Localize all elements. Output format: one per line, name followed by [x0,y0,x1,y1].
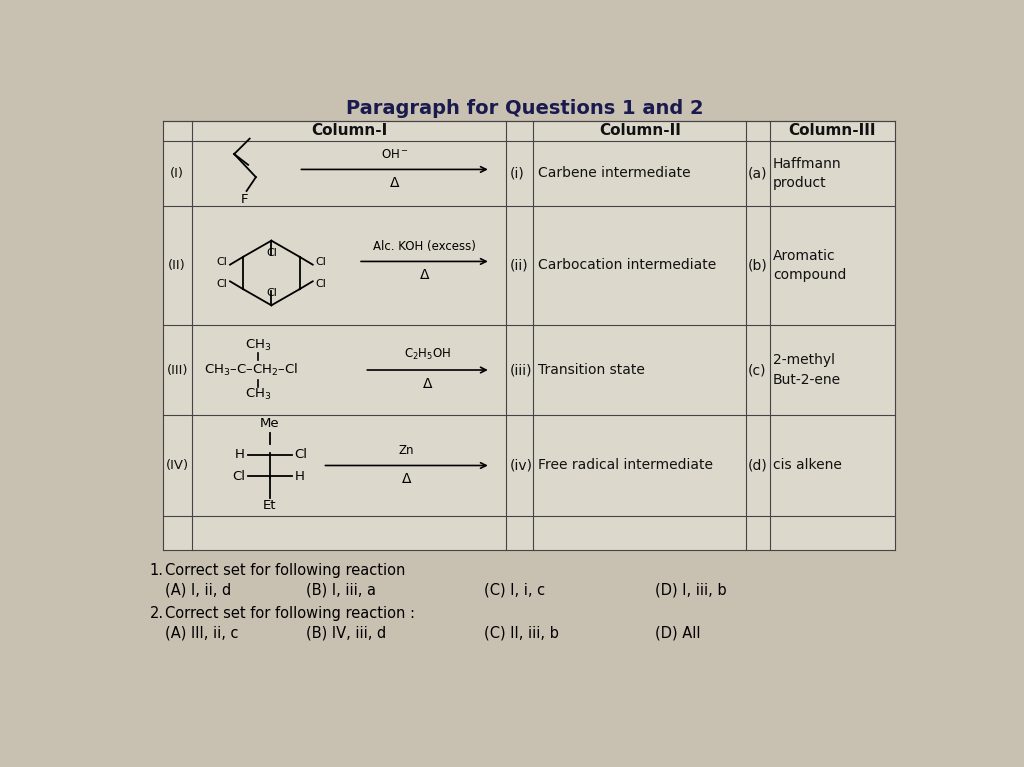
Text: cis alkene: cis alkene [773,459,842,472]
Text: CH$_3$–C–CH$_2$–Cl: CH$_3$–C–CH$_2$–Cl [204,362,298,378]
Text: Cl: Cl [266,248,276,258]
Text: Me: Me [260,417,280,430]
Text: OH$^-$: OH$^-$ [381,148,409,161]
Text: (III): (III) [167,364,188,377]
Text: Correct set for following reaction: Correct set for following reaction [165,563,406,578]
Text: (D) All: (D) All [655,626,700,640]
Text: Δ: Δ [423,377,432,391]
Text: (C) II, iii, b: (C) II, iii, b [484,626,559,640]
Text: C$_2$H$_5$OH: C$_2$H$_5$OH [403,347,452,361]
Text: Paragraph for Questions 1 and 2: Paragraph for Questions 1 and 2 [346,100,703,118]
Text: Free radical intermediate: Free radical intermediate [538,459,713,472]
Text: (d): (d) [748,459,768,472]
Text: Alc. KOH (excess): Alc. KOH (excess) [373,240,476,253]
Text: (i): (i) [509,166,524,180]
Text: Cl: Cl [217,258,227,268]
Text: Δ: Δ [401,472,412,486]
Text: (ii): (ii) [509,258,528,272]
Text: Δ: Δ [420,268,429,282]
Text: Et: Et [263,499,276,512]
Text: (II): (II) [168,258,186,272]
Text: (B) I, iii, a: (B) I, iii, a [306,582,376,597]
Text: Δ: Δ [390,176,399,190]
Text: CH$_3$: CH$_3$ [245,387,271,402]
Text: Cl: Cl [295,448,307,461]
Text: 2-methyl
But-2-ene: 2-methyl But-2-ene [773,354,841,387]
Text: F: F [241,193,248,206]
Text: H: H [295,469,304,482]
Text: (a): (a) [748,166,768,180]
Text: Column-II: Column-II [599,123,681,138]
Text: Correct set for following reaction :: Correct set for following reaction : [165,607,415,621]
Text: Cl: Cl [315,278,326,288]
Text: (A) I, ii, d: (A) I, ii, d [165,582,231,597]
Text: H: H [236,448,245,461]
Text: Transition state: Transition state [538,363,645,377]
Text: (I): (I) [170,166,184,179]
Text: (iii): (iii) [509,363,531,377]
Text: Carbene intermediate: Carbene intermediate [538,166,690,180]
Text: (D) I, iii, b: (D) I, iii, b [655,582,727,597]
Text: Haffmann
product: Haffmann product [773,156,842,190]
Text: (b): (b) [748,258,768,272]
Text: (IV): (IV) [166,459,188,472]
Text: Carbocation intermediate: Carbocation intermediate [538,258,716,272]
Text: (iv): (iv) [509,459,532,472]
Text: Cl: Cl [232,469,245,482]
Text: (C) I, i, c: (C) I, i, c [484,582,546,597]
Text: 2.: 2. [150,607,164,621]
Bar [163,121,895,550]
Text: Aromatic
compound: Aromatic compound [773,249,846,282]
Text: Cl: Cl [266,288,276,298]
Text: (c): (c) [748,363,767,377]
Text: 1.: 1. [150,563,164,578]
Text: Column-III: Column-III [788,123,877,138]
Text: Zn: Zn [399,444,415,457]
Text: (A) III, ii, c: (A) III, ii, c [165,626,239,640]
Text: (B) IV, iii, d: (B) IV, iii, d [306,626,386,640]
Text: CH$_3$: CH$_3$ [245,337,271,353]
Text: Column-I: Column-I [310,123,387,138]
Text: Cl: Cl [217,278,227,288]
Text: Cl: Cl [315,258,326,268]
